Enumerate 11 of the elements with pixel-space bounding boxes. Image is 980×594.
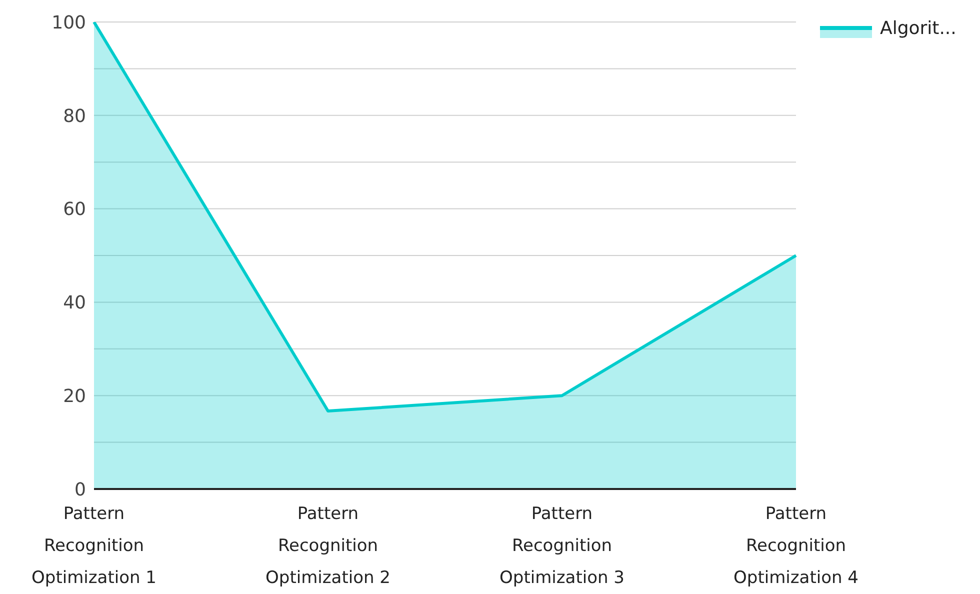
y-tick-label: 80 [63,106,86,127]
y-tick-label: 40 [63,292,86,314]
y-tick-label: 20 [63,386,86,407]
x-tick-label: Pattern Recognition Optimization 4 [734,504,858,588]
y-tick-label: 60 [63,199,86,220]
x-tick-label: Pattern Recognition Optimization 2 [266,504,390,588]
y-tick-label: 0 [74,479,86,500]
x-tick-label: Pattern Recognition Optimization 3 [500,504,624,588]
legend-label: Algorit... [880,18,956,39]
x-tick-label: Pattern Recognition Optimization 1 [32,504,156,588]
y-tick-label: 100 [52,12,86,34]
